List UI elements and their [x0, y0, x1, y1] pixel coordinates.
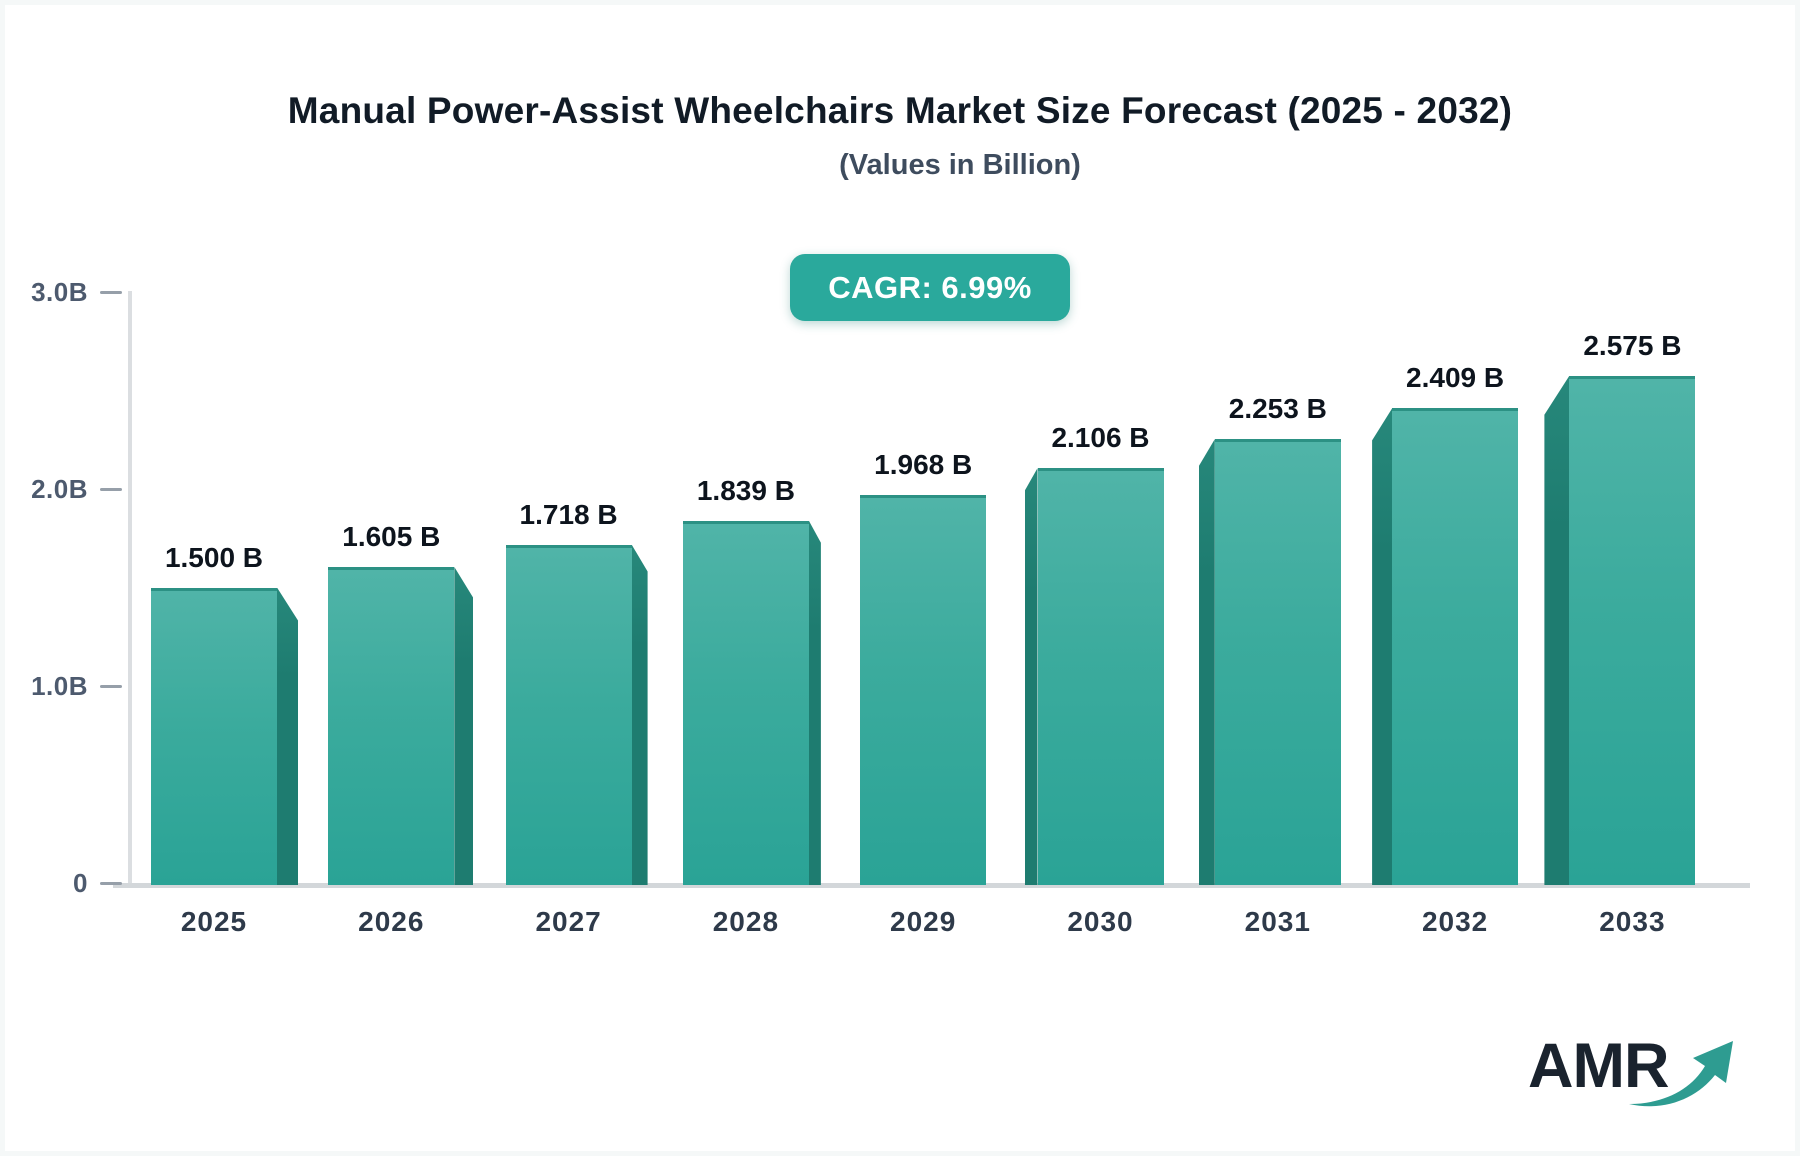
bar: [328, 566, 455, 885]
amr-logo-text: AMR: [1528, 1031, 1669, 1101]
bar-side-panel: [1024, 468, 1038, 885]
page-frame-right: [1795, 0, 1800, 1156]
page-frame-left: [0, 0, 5, 1156]
y-tick-dash: [100, 291, 122, 294]
y-tick-label: 0: [73, 868, 88, 898]
bar: [1214, 439, 1341, 885]
page-frame-bottom: [0, 1151, 1800, 1156]
bar-value-label: 1.500 B: [164, 541, 264, 573]
bar-side-panel: [631, 544, 648, 885]
y-tick-label: 1.0B: [31, 671, 88, 701]
bar-value-label: 1.839 B: [696, 474, 795, 506]
bar-value-label: 1.718 B: [519, 498, 618, 530]
bar-side-panel: [277, 587, 298, 885]
bar-side-panel: [454, 566, 474, 885]
bar: [1037, 468, 1164, 885]
bar-value-label: 2.253 B: [1228, 393, 1327, 425]
page-frame-top: [0, 0, 1800, 5]
page-title: Manual Power-Assist Wheelchairs Market S…: [287, 90, 1513, 131]
x-tick-label: 2033: [1599, 906, 1666, 937]
x-tick-label: 2026: [358, 906, 425, 937]
y-tick-dash: [100, 488, 122, 491]
bar-side-panel: [1372, 408, 1393, 885]
y-axis-line: [128, 291, 132, 887]
bar: [860, 495, 987, 885]
y-tick-label: 2.0B: [31, 474, 88, 504]
cagr-badge: CAGR: 6.99%: [790, 254, 1070, 321]
y-tick-dash: [100, 882, 122, 885]
bar-side-panel: [1544, 375, 1570, 885]
page-subtitle: (Values in Billion): [839, 149, 1081, 181]
y-tick-dash: [100, 685, 122, 688]
amr-logo: AMR: [1528, 1030, 1758, 1120]
x-tick-label: 2025: [180, 906, 248, 937]
bar: [1392, 408, 1519, 885]
growth-arrow-icon: [1629, 1041, 1733, 1107]
x-tick-label: 2028: [712, 906, 780, 937]
bar: [151, 587, 277, 885]
bar-side-panel: [1198, 439, 1215, 885]
bar-value-label: 2.106 B: [1051, 422, 1150, 454]
bar-value-label: 1.605 B: [342, 520, 441, 552]
bar: [682, 520, 809, 885]
bar-value-label: 1.968 B: [874, 449, 973, 481]
x-tick-label: 2027: [535, 906, 602, 937]
x-tick-label: 2032: [1421, 906, 1489, 937]
bar: [1569, 375, 1696, 885]
x-tick-label: 2030: [1067, 906, 1134, 937]
x-tick-label: 2029: [890, 906, 957, 937]
x-tick-label: 2031: [1244, 906, 1311, 937]
y-tick-label: 3.0B: [31, 277, 88, 307]
bar-side-panel: [808, 520, 821, 885]
bar-value-label: 2.575 B: [1583, 329, 1682, 361]
x-axis-line: [113, 883, 1750, 888]
bar-value-label: 2.409 B: [1406, 362, 1505, 394]
bar: [505, 544, 632, 885]
